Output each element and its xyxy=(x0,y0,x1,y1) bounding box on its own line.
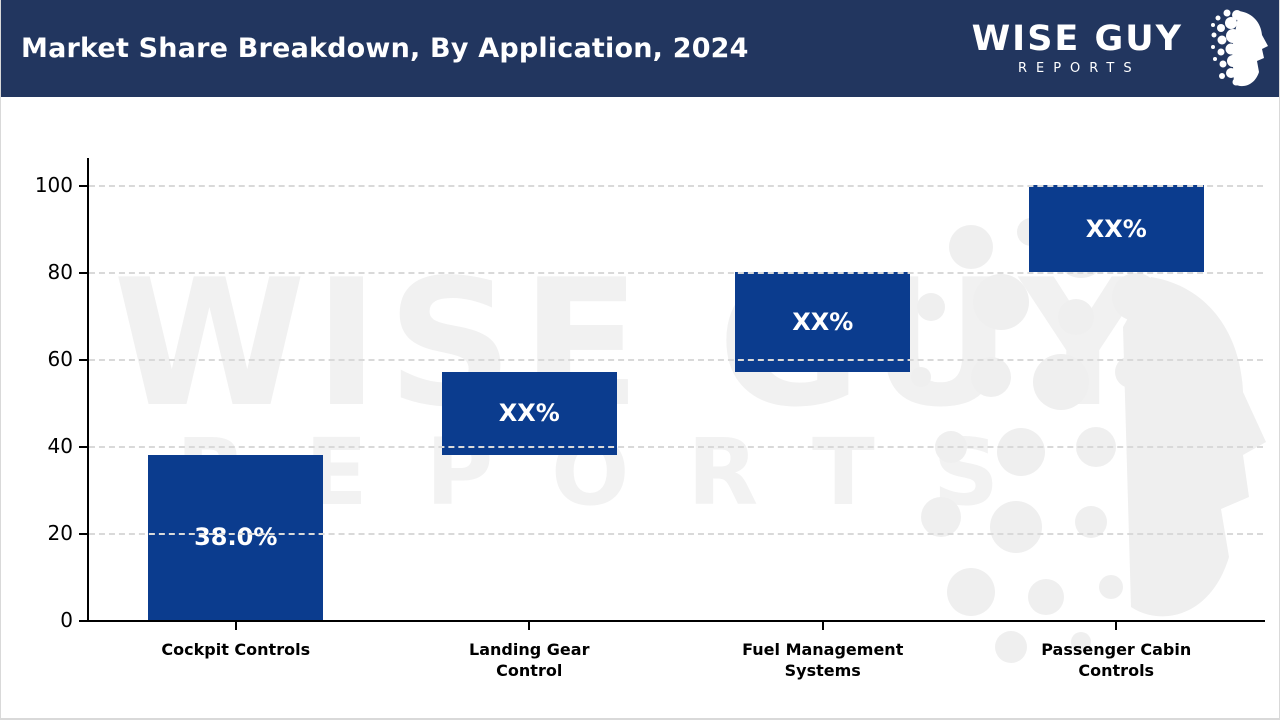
gridline-60 xyxy=(89,359,1263,361)
logo-name: WISE GUY xyxy=(971,18,1183,59)
y-axis-line xyxy=(87,158,89,622)
y-tick-label: 80 xyxy=(47,260,73,284)
x-axis-line xyxy=(87,620,1265,622)
y-tick-label: 40 xyxy=(47,434,73,458)
x-tick-mark xyxy=(528,622,531,630)
y-tick-mark xyxy=(79,620,87,622)
x-tick-mark xyxy=(1115,622,1118,630)
logo-subtitle: REPORTS xyxy=(1017,60,1141,76)
y-tick-mark xyxy=(79,272,87,274)
x-category-label: Passenger Cabin Controls xyxy=(1041,640,1192,680)
logo-wordmark: WISE GUY REPORTS xyxy=(971,18,1183,76)
header: Market Share Breakdown, By Application, … xyxy=(1,0,1279,97)
y-tick-label: 60 xyxy=(47,347,73,371)
gridline-40 xyxy=(89,446,1263,448)
y-tick-mark xyxy=(79,446,87,448)
y-tick-label: 0 xyxy=(60,608,73,632)
y-tick-label: 20 xyxy=(47,521,73,545)
wise-guy-logo: WISE GUY REPORTS xyxy=(972,5,1273,93)
bar-1: 38.0% xyxy=(148,454,324,620)
x-tick-mark xyxy=(234,622,237,630)
y-tick-mark xyxy=(79,359,87,361)
bar-value-label: 38.0% xyxy=(194,523,278,552)
logo-head-icon xyxy=(1211,9,1268,86)
y-tick-mark xyxy=(79,185,87,187)
page-title: Market Share Breakdown, By Application, … xyxy=(21,33,749,64)
bar-4: XX% xyxy=(1028,185,1204,272)
x-category-label: Landing Gear Control xyxy=(469,640,590,680)
plot-area: 38.0% XX% XX% XX% xyxy=(89,185,1263,620)
gridline-100 xyxy=(89,185,1263,187)
gridline-80 xyxy=(89,272,1263,274)
bar-value-label: XX% xyxy=(1085,214,1147,243)
gridline-20 xyxy=(89,533,1263,535)
bar-3: XX% xyxy=(735,272,911,373)
bar-value-label: XX% xyxy=(792,308,854,337)
x-category-label: Cockpit Controls xyxy=(161,640,311,659)
y-tick-mark xyxy=(79,533,87,535)
bar-2: XX% xyxy=(441,372,617,455)
x-category-label: Fuel Management Systems xyxy=(742,640,904,680)
x-tick-mark xyxy=(821,622,824,630)
y-tick-label: 100 xyxy=(34,173,73,197)
bar-value-label: XX% xyxy=(498,399,560,428)
